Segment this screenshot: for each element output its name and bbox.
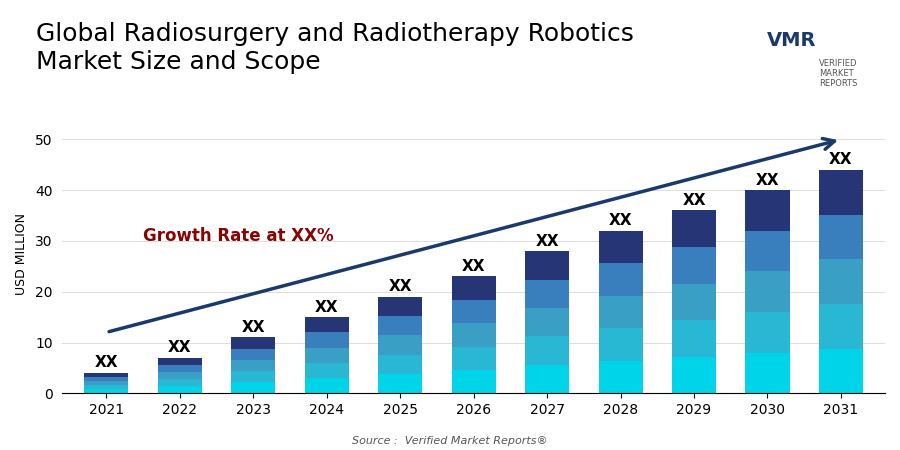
Bar (452, 300, 496, 323)
Bar (598, 328, 643, 361)
Bar (672, 284, 716, 320)
Bar (452, 276, 496, 300)
Bar (745, 271, 789, 312)
Bar (745, 231, 789, 271)
Y-axis label: USD MILLION: USD MILLION (15, 213, 28, 295)
Bar (598, 231, 643, 263)
Bar (378, 355, 422, 374)
Bar (231, 338, 275, 349)
Text: XX: XX (241, 320, 265, 335)
Bar (158, 379, 202, 386)
Bar (85, 377, 129, 381)
Bar (819, 170, 863, 215)
Bar (598, 263, 643, 296)
Text: XX: XX (94, 356, 118, 370)
Bar (525, 251, 569, 279)
Bar (231, 382, 275, 393)
Bar (672, 247, 716, 284)
Bar (452, 323, 496, 346)
Bar (305, 363, 349, 378)
Bar (85, 381, 129, 385)
Bar (158, 365, 202, 372)
Bar (672, 357, 716, 393)
Bar (305, 378, 349, 393)
Text: Growth Rate at XX%: Growth Rate at XX% (143, 227, 334, 245)
Bar (598, 296, 643, 328)
Bar (525, 279, 569, 308)
Bar (305, 317, 349, 333)
Bar (525, 308, 569, 337)
Text: XX: XX (462, 259, 485, 274)
Bar (819, 304, 863, 349)
Bar (158, 358, 202, 365)
Text: VMR: VMR (767, 32, 817, 50)
Bar (231, 360, 275, 371)
Text: Global Radiosurgery and Radiotherapy Robotics
Market Size and Scope: Global Radiosurgery and Radiotherapy Rob… (36, 22, 634, 74)
Bar (85, 389, 129, 393)
Text: XX: XX (829, 152, 852, 167)
Bar (158, 372, 202, 379)
Text: XX: XX (168, 340, 192, 355)
Text: XX: XX (608, 213, 633, 228)
Text: XX: XX (389, 279, 412, 294)
Bar (819, 259, 863, 304)
Bar (85, 373, 129, 377)
Text: VERIFIED
MARKET
REPORTS: VERIFIED MARKET REPORTS (819, 58, 858, 88)
Bar (525, 337, 569, 365)
Bar (305, 347, 349, 363)
Bar (819, 349, 863, 393)
Bar (745, 353, 789, 393)
Bar (378, 316, 422, 335)
Bar (819, 215, 863, 259)
Bar (378, 335, 422, 355)
Bar (158, 386, 202, 393)
Bar (305, 333, 349, 347)
Bar (231, 349, 275, 360)
Text: XX: XX (315, 300, 338, 315)
Bar (745, 312, 789, 353)
Text: Source :  Verified Market Reports®: Source : Verified Market Reports® (352, 436, 548, 446)
Bar (745, 190, 789, 231)
Text: XX: XX (682, 193, 706, 208)
Bar (525, 365, 569, 393)
Text: XX: XX (536, 234, 559, 248)
Bar (378, 297, 422, 316)
Bar (452, 346, 496, 370)
Bar (231, 371, 275, 382)
Bar (378, 374, 422, 393)
Text: XX: XX (756, 173, 779, 188)
Bar (672, 211, 716, 247)
Bar (672, 320, 716, 357)
Bar (598, 361, 643, 393)
Bar (452, 370, 496, 393)
Bar (85, 385, 129, 389)
